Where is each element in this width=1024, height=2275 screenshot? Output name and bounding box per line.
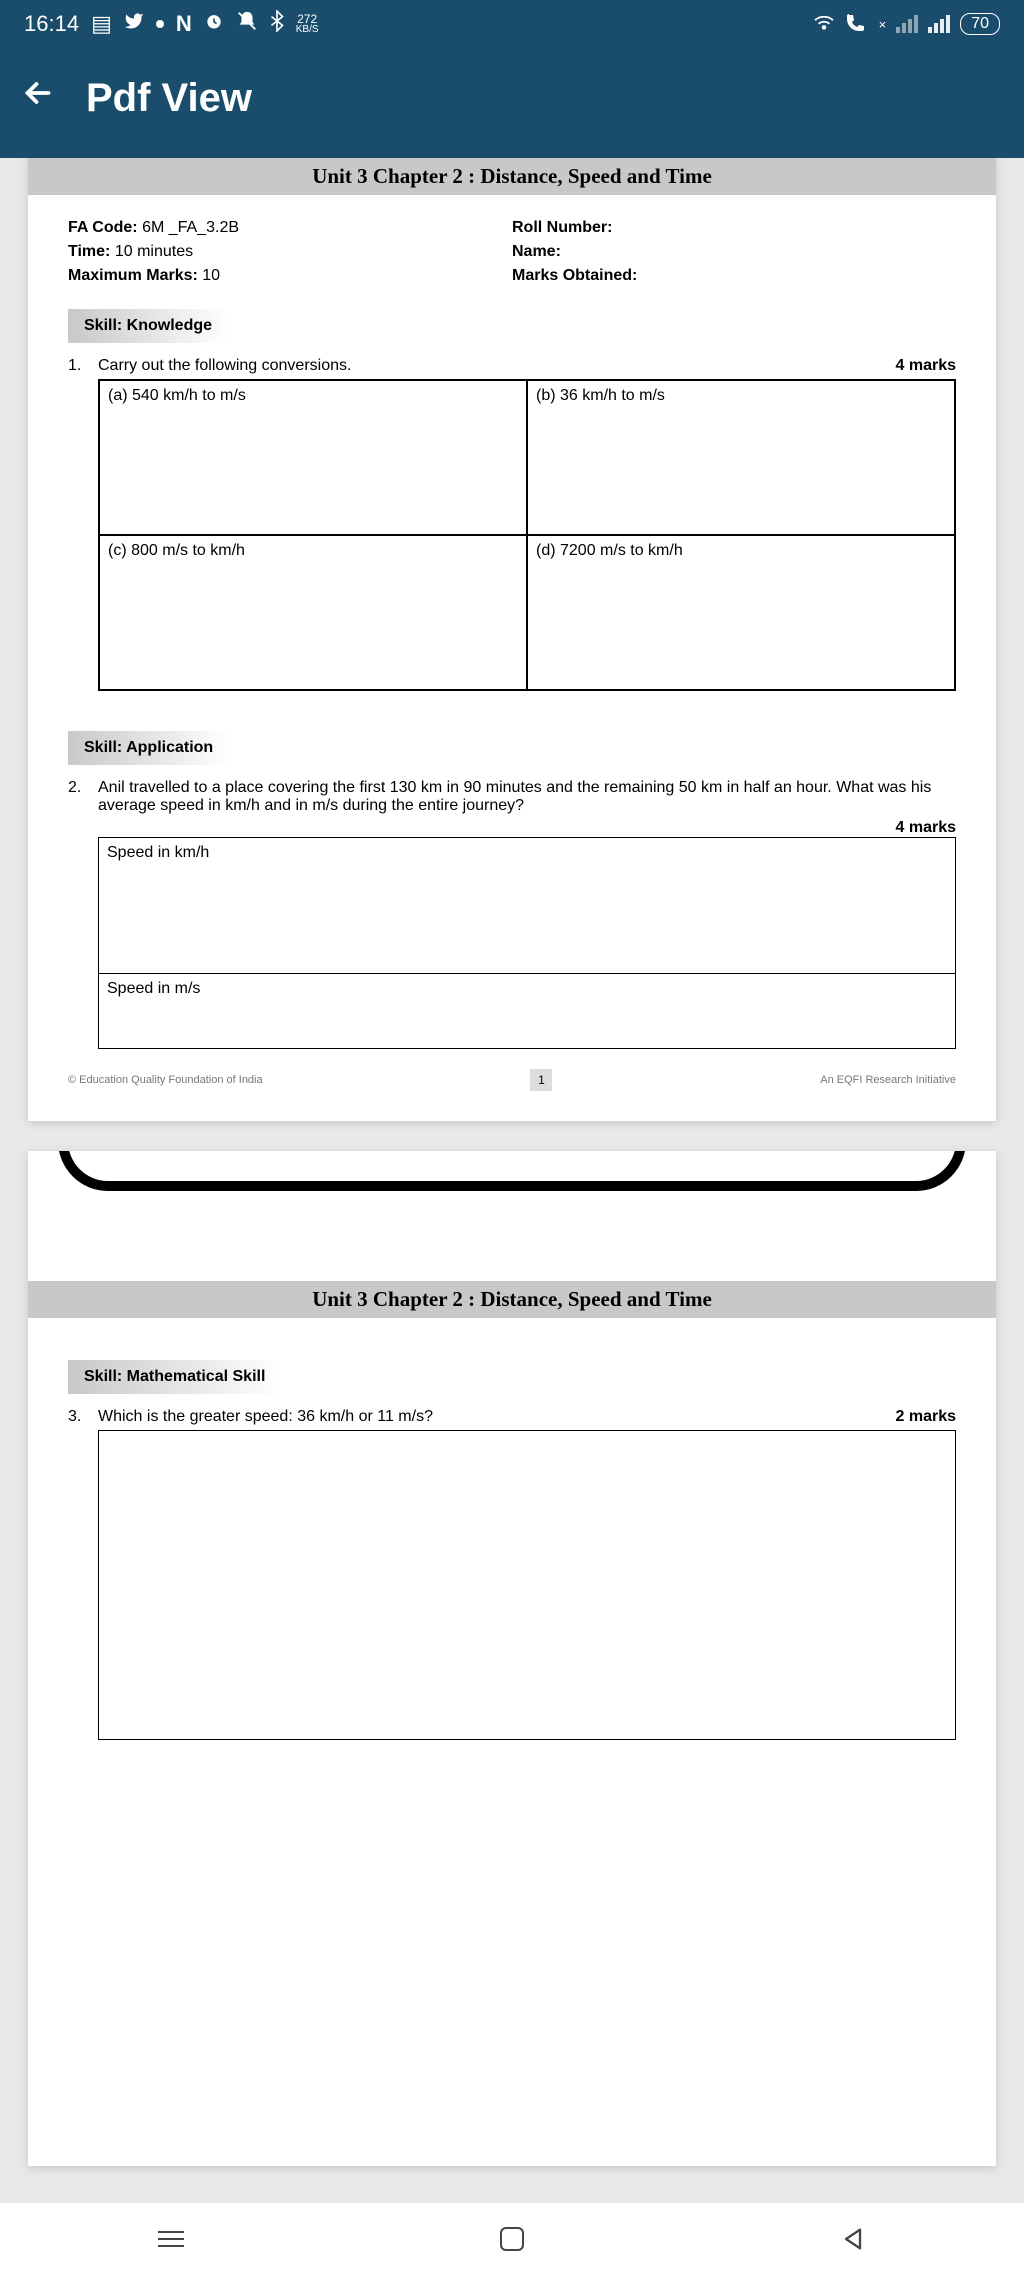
q1-marks: 4 marks: [896, 357, 957, 375]
android-nav-bar: [0, 2203, 1024, 2275]
q2-num: 2.: [68, 779, 98, 815]
recent-apps-button[interactable]: [156, 2224, 186, 2254]
unit-header-2: Unit 3 Chapter 2 : Distance, Speed and T…: [28, 1281, 996, 1318]
page-footer-1: © Education Quality Foundation of India …: [68, 1069, 956, 1091]
skill-knowledge: Skill: Knowledge: [68, 309, 228, 343]
page2-top-curve: [28, 1151, 996, 1211]
back-button[interactable]: [20, 75, 56, 121]
status-left: 16:14 ▤ N 272 KB/S: [24, 10, 319, 38]
max-marks-label: Maximum Marks:: [68, 267, 198, 284]
app-title: Pdf View: [86, 76, 252, 121]
speed-ms: Speed in m/s: [99, 973, 955, 1048]
info-row-2: Time: 10 minutes Name:: [68, 243, 956, 261]
twitter-icon: [124, 11, 144, 37]
max-marks-value: 10: [202, 267, 220, 284]
footer-left: © Education Quality Foundation of India: [68, 1074, 263, 1086]
cell-c: (c) 800 m/s to km/h: [99, 535, 527, 690]
question-1: 1. Carry out the following conversions. …: [68, 357, 956, 375]
time-value: 10 minutes: [115, 243, 193, 260]
volte-icon: [845, 12, 869, 37]
q2-marks-row: 4 marks: [68, 819, 956, 837]
dot-icon: [156, 20, 164, 28]
skill-mathematical: Skill: Mathematical Skill: [68, 1360, 281, 1394]
fa-code-label: FA Code:: [68, 219, 138, 236]
info-row-3: Maximum Marks: 10 Marks Obtained:: [68, 267, 956, 285]
q3-marks: 2 marks: [896, 1408, 957, 1426]
back-nav-button[interactable]: [838, 2224, 868, 2254]
info-row-1: FA Code: 6M _FA_3.2B Roll Number:: [68, 219, 956, 237]
q2-marks: 4 marks: [896, 819, 957, 836]
page-number: 1: [530, 1069, 552, 1091]
footer-right: An EQFI Research Initiative: [820, 1074, 956, 1086]
q1-text: Carry out the following conversions.: [98, 357, 884, 375]
signal-2-icon: [928, 15, 950, 33]
conversion-grid: (a) 540 km/h to m/s (b) 36 km/h to m/s (…: [98, 379, 956, 691]
q3-answer-box: [98, 1430, 956, 1740]
alarm-icon: [204, 11, 224, 37]
status-bar: 16:14 ▤ N 272 KB/S × 70: [0, 0, 1024, 48]
cell-d: (d) 7200 m/s to km/h: [527, 535, 955, 690]
q3-text: Which is the greater speed: 36 km/h or 1…: [98, 1408, 884, 1426]
network-speed: 272 KB/S: [296, 13, 319, 35]
app-bar: Pdf View: [0, 48, 1024, 158]
signal-1-icon: [896, 15, 918, 33]
cell-b: (b) 36 km/h to m/s: [527, 380, 955, 535]
status-right: × 70: [813, 12, 1000, 37]
speed-kmh: Speed in km/h: [99, 838, 955, 973]
q2-answer-box: Speed in km/h Speed in m/s: [98, 837, 956, 1049]
skill-application: Skill: Application: [68, 731, 229, 765]
bluetooth-icon: [270, 10, 284, 38]
content-area[interactable]: Unit 3 Chapter 2 : Distance, Speed and T…: [0, 158, 1024, 2203]
question-2: 2. Anil travelled to a place covering th…: [68, 779, 956, 815]
fa-code-value: 6M _FA_3.2B: [142, 219, 239, 236]
wifi-icon: [813, 13, 835, 36]
mute-icon: [236, 10, 258, 38]
q1-num: 1.: [68, 357, 98, 375]
nfc-icon: N: [176, 11, 192, 37]
q3-num: 3.: [68, 1408, 98, 1426]
app-icon: ▤: [91, 11, 112, 37]
time-label: Time:: [68, 243, 110, 260]
roll-label: Roll Number:: [512, 219, 612, 236]
clock: 16:14: [24, 11, 79, 37]
x-icon: ×: [879, 17, 887, 32]
q2-text: Anil travelled to a place covering the f…: [98, 779, 956, 815]
pdf-page-1: Unit 3 Chapter 2 : Distance, Speed and T…: [28, 158, 996, 1121]
name-label: Name:: [512, 243, 561, 260]
cell-a: (a) 540 km/h to m/s: [99, 380, 527, 535]
pdf-page-2: Unit 3 Chapter 2 : Distance, Speed and T…: [28, 1151, 996, 2166]
question-3: 3. Which is the greater speed: 36 km/h o…: [68, 1408, 956, 1426]
marks-obtained-label: Marks Obtained:: [512, 267, 637, 284]
battery-icon: 70: [960, 13, 1000, 35]
unit-header: Unit 3 Chapter 2 : Distance, Speed and T…: [28, 158, 996, 195]
home-button[interactable]: [497, 2224, 527, 2254]
netspeed-unit: KB/S: [296, 25, 319, 35]
